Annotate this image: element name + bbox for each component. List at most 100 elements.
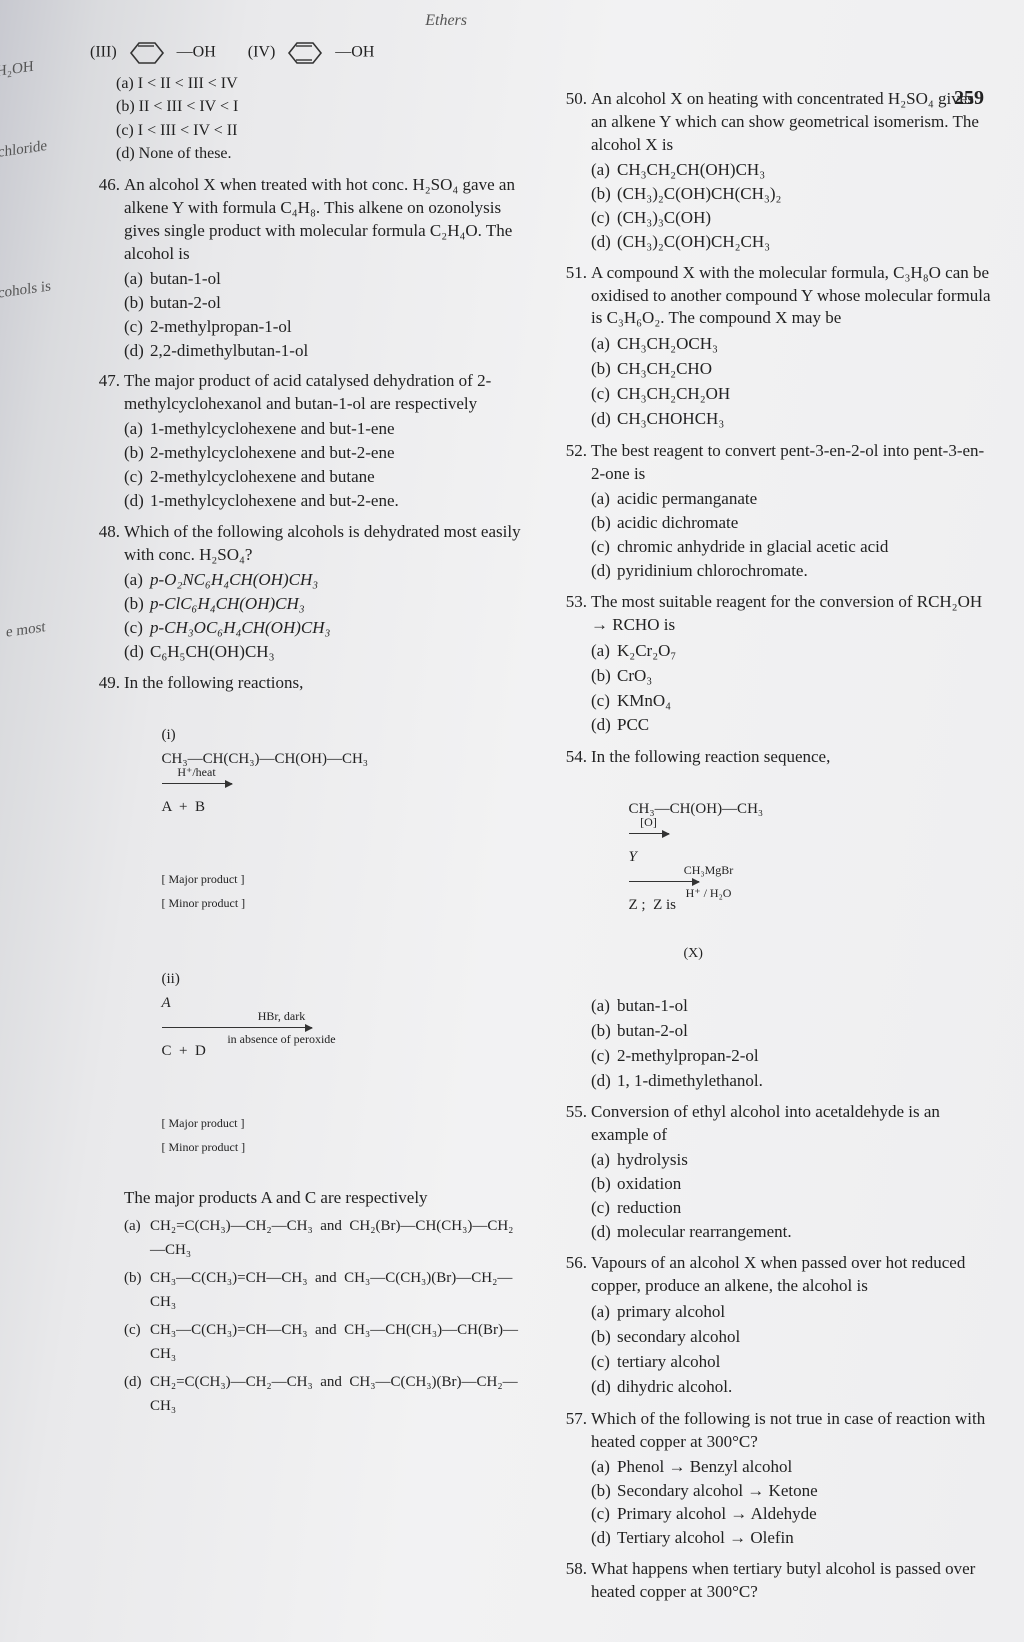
opt-label: (d)	[124, 340, 144, 363]
question-57: 57. Which of the following is not true i…	[557, 1408, 994, 1551]
q-number: 47.	[90, 370, 120, 393]
opt-a: (a) K₂Cr₂O₇	[591, 640, 994, 663]
opt-c: (c)reduction	[591, 1197, 994, 1220]
rxn-cond-bot: in absence of peroxide	[207, 1030, 357, 1049]
opt-a: (a) CH₃CH₂OCH₃	[591, 333, 994, 356]
question-49: 49. In the following reactions, (i) CH₃—…	[90, 672, 527, 1418]
opt-d: (d) CH₂=C(CH₃)—CH₂—CH₃ and CH₃—C(CH₃)(Br)…	[124, 1370, 527, 1418]
opt-label: (b)	[591, 183, 611, 206]
q-number: 46.	[90, 174, 120, 197]
opt-b: (b)CH₃CH₂CHO	[591, 358, 994, 381]
opt-label: (b)	[591, 665, 611, 688]
opt-a: (a)hydrolysis	[591, 1149, 994, 1172]
opt-label: (c)	[124, 466, 143, 489]
question-51: 51. A compound X with the molecular form…	[557, 262, 994, 433]
opt-text: (CH₃)₃C(OH)	[617, 208, 711, 227]
opt-text: 2-methylpropan-1-ol	[150, 317, 292, 336]
right-column: 50. An alcohol X on heating with concent…	[557, 10, 994, 1612]
opt-label: (d)	[591, 408, 611, 431]
opt-c: (c) Primary alcohol → Aldehyde	[591, 1503, 994, 1526]
oh-text: —OH	[335, 43, 374, 60]
opt-label: (d)	[591, 1070, 611, 1093]
rxn-label: (ii)	[162, 971, 180, 987]
opt-text: CH₃—C(CH₃)=CH—CH₃ and CH₃—C(CH₃)(Br)—CH₂…	[150, 1270, 512, 1310]
question-56: 56. Vapours of an alcohol X when passed …	[557, 1252, 994, 1400]
question-58: 58. What happens when tertiary butyl alc…	[557, 1558, 994, 1604]
opt-label: (d)	[591, 1527, 611, 1550]
opt-b: (b)p-ClC₆H₄CH(OH)CH₃	[124, 593, 527, 616]
q-text: A compound X with the molecular formula,…	[591, 263, 991, 328]
spine-text: cohols is	[0, 276, 51, 304]
question-54: 54. In the following reaction sequence, …	[557, 746, 994, 1093]
header-fragment: Ethers	[90, 10, 527, 32]
q-text: The best reagent to convert pent-3-en-2-…	[591, 441, 984, 483]
opt-label: (a)	[591, 640, 610, 663]
q45-fragment: (III) —OH (IV) —OH (a) I < II < III < IV…	[90, 38, 527, 166]
opt-text: Primary alcohol → Aldehyde	[617, 1504, 817, 1523]
opt-a: (a)CH₂=C(CH₃)—CH₂—CH₃ and CH₂(Br)—CH(CH₃…	[124, 1214, 527, 1262]
opt-text: PCC	[617, 715, 649, 734]
opt-text: butan-1-ol	[150, 269, 221, 288]
opt-label: (b)	[124, 292, 144, 315]
opt-d: (d) 2,2-dimethylbutan-1-ol	[124, 340, 527, 363]
q-text: Which of the following is not true in ca…	[591, 1409, 985, 1451]
opt-label: (b)	[124, 442, 144, 465]
opt-text: tertiary alcohol	[617, 1352, 720, 1371]
opt-c: (c) CH₃CH₂CH₂OH	[591, 383, 994, 406]
opt-b: (b)butan-2-ol	[591, 1020, 994, 1043]
opt-a: (a)butan-1-ol	[591, 995, 994, 1018]
seq-step1: [O]	[629, 813, 669, 832]
q-number: 52.	[557, 440, 587, 463]
question-55: 55. Conversion of ethyl alcohol into ace…	[557, 1101, 994, 1244]
q-text: An alcohol X when treated with hot conc.…	[124, 175, 515, 263]
q-number: 53.	[557, 591, 587, 614]
opt-b: (b)secondary alcohol	[591, 1326, 994, 1349]
opt-d: (d)C₆H₅CH(OH)CH₃	[124, 641, 527, 664]
opt-b: (b)acidic dichromate	[591, 512, 994, 535]
opt-label: (c)	[591, 1351, 610, 1374]
q-text: In the following reaction sequence,	[591, 747, 830, 766]
opt-text: reduction	[617, 1198, 681, 1217]
cyclohexadienol-icon	[279, 38, 335, 68]
opt-label: (b)	[591, 1020, 611, 1043]
opt-label: (c)	[591, 1503, 610, 1526]
opt-text: CH₃CHOHCH₃	[617, 409, 724, 428]
opt-text: butan-2-ol	[150, 293, 221, 312]
opt-text: 2,2-dimethylbutan-1-ol	[150, 341, 308, 360]
opt-label: (a)	[591, 1456, 610, 1479]
q-number: 48.	[90, 521, 120, 544]
opt-text: CH₃CH₂OCH₃	[617, 334, 718, 353]
opt-d: (d)dihydric alcohol.	[591, 1376, 994, 1399]
opt-text: molecular rearrangement.	[617, 1222, 792, 1241]
left-column: Ethers (III) —OH (IV) —OH (a) I < II < I…	[90, 10, 527, 1612]
opt-text: primary alcohol	[617, 1302, 725, 1321]
q-concl: The major products A and C are respectiv…	[124, 1187, 527, 1210]
opt-label: (c)	[591, 536, 610, 559]
spine-text: CH₂OH	[0, 57, 34, 84]
opt-text: hydrolysis	[617, 1150, 688, 1169]
reaction-ii: (ii) A HBr, dark in absence of peroxide …	[124, 943, 527, 1183]
opt-c: (c)chromic anhydride in glacial acetic a…	[591, 536, 994, 559]
opt-text: K₂Cr₂O₇	[617, 641, 676, 660]
opt-label: (d)	[591, 231, 611, 254]
reaction-i: (i) CH₃—CH(CH₃)—CH(OH)—CH₃ H⁺/heat A + B…	[124, 699, 527, 939]
opt-label: (a)	[591, 488, 610, 511]
opt-label: (d)	[591, 714, 611, 737]
opt-text: CH₃CH₂CH₂OH	[617, 384, 730, 403]
opt-text: p-CH₃OC₆H₄CH(OH)CH₃	[150, 618, 330, 637]
opt-b: (b)oxidation	[591, 1173, 994, 1196]
question-53: 53. The most suitable reagent for the co…	[557, 591, 994, 739]
opt-text: acidic permanganate	[617, 489, 757, 508]
opt-text: (CH₃)₂C(OH)CH₂CH₃	[617, 232, 770, 251]
q-text: The most suitable reagent for the conver…	[591, 592, 982, 634]
opt-text: CH₂=C(CH₃)—CH₂—CH₃ and CH₃—C(CH₃)(Br)—CH…	[150, 1374, 518, 1414]
opt-label: (c)	[591, 383, 610, 406]
opt-label: (d)	[124, 1370, 142, 1394]
opt-text: 2-methylcyclohexene and but-2-ene	[150, 443, 395, 462]
opt-d: (d)1, 1-dimethylethanol.	[591, 1070, 994, 1093]
opt-label: (b)	[591, 1173, 611, 1196]
page: CH₂OH l chloride cohols is e most 259 Et…	[0, 0, 1024, 1642]
opt-text: Phenol → Benzyl alcohol	[617, 1457, 792, 1476]
opt-text: pyridinium chlorochromate.	[617, 561, 808, 580]
opt-label: (a)	[591, 333, 610, 356]
